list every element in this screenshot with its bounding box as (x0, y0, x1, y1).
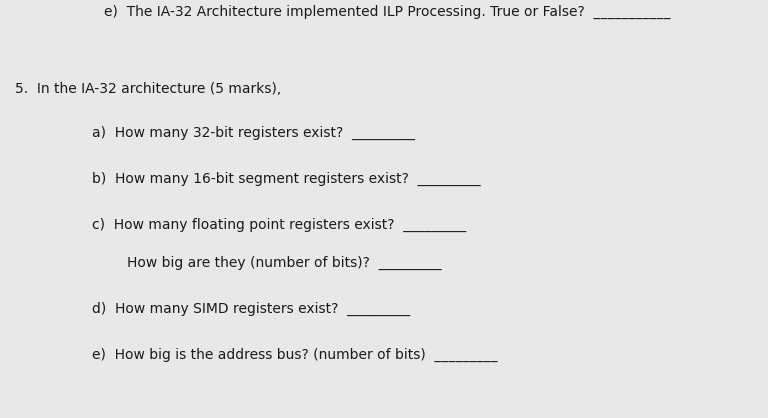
Text: b)  How many 16-bit segment registers exist?  _________: b) How many 16-bit segment registers exi… (92, 172, 481, 186)
Text: 5.  In the IA-32 architecture (5 marks),: 5. In the IA-32 architecture (5 marks), (15, 82, 282, 96)
Text: e)  How big is the address bus? (number of bits)  _________: e) How big is the address bus? (number o… (92, 347, 498, 362)
Text: c)  How many floating point registers exist?  _________: c) How many floating point registers exi… (92, 218, 466, 232)
Text: a)  How many 32-bit registers exist?  _________: a) How many 32-bit registers exist? ____… (92, 126, 415, 140)
Text: How big are they (number of bits)?  _________: How big are they (number of bits)? _____… (127, 255, 442, 270)
Text: e)  The IA-32 Architecture implemented ILP Processing. True or False?  _________: e) The IA-32 Architecture implemented IL… (104, 5, 670, 19)
Text: d)  How many SIMD registers exist?  _________: d) How many SIMD registers exist? ______… (92, 301, 410, 316)
